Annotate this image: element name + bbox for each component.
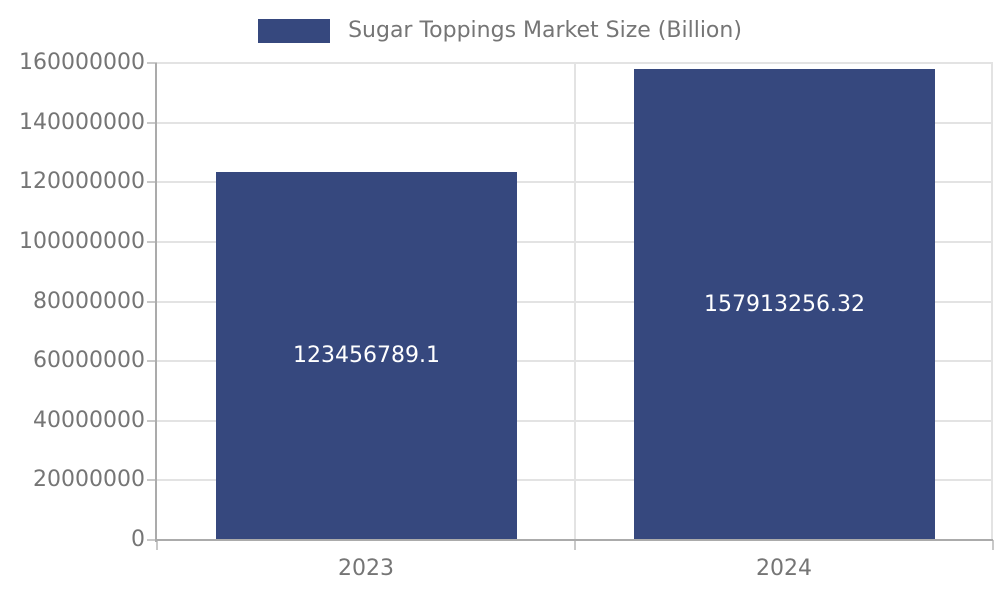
y-axis-line [155,63,157,542]
y-tick-mark [147,62,157,64]
y-axis-tick-label: 140000000 [19,110,145,135]
y-axis-tick-label: 60000000 [33,348,145,373]
x-axis-line [155,539,993,541]
y-axis-tick-label: 20000000 [33,467,145,492]
y-tick-mark [147,301,157,303]
legend-label: Sugar Toppings Market Size (Billion) [348,18,742,43]
plot-right-border [991,63,993,540]
bar-2023[interactable]: 123456789.1 [216,172,517,540]
y-axis-tick-label: 0 [131,527,145,552]
y-axis-tick-label: 40000000 [33,408,145,433]
bar-value-label: 157913256.32 [704,292,865,317]
y-tick-mark [147,241,157,243]
x-axis-tick-label: 2024 [756,556,812,581]
y-tick-mark [147,479,157,481]
y-axis-tick-label: 120000000 [19,169,145,194]
x-tick-mark [574,540,576,550]
y-tick-mark [147,420,157,422]
bar-2024[interactable]: 157913256.32 [634,69,935,540]
x-tick-mark [992,540,994,550]
y-tick-mark [147,122,157,124]
y-axis-tick-label: 160000000 [19,50,145,75]
legend-item[interactable]: Sugar Toppings Market Size (Billion) [0,14,1000,48]
y-tick-mark [147,181,157,183]
bar-value-label: 123456789.1 [293,343,440,368]
legend-swatch-icon [258,19,331,43]
y-tick-mark [147,539,157,541]
x-gridline [574,63,576,540]
x-tick-mark [156,540,158,550]
x-axis-tick-label: 2023 [338,556,394,581]
y-tick-mark [147,360,157,362]
y-axis-tick-label: 80000000 [33,289,145,314]
y-axis-tick-label: 100000000 [19,229,145,254]
